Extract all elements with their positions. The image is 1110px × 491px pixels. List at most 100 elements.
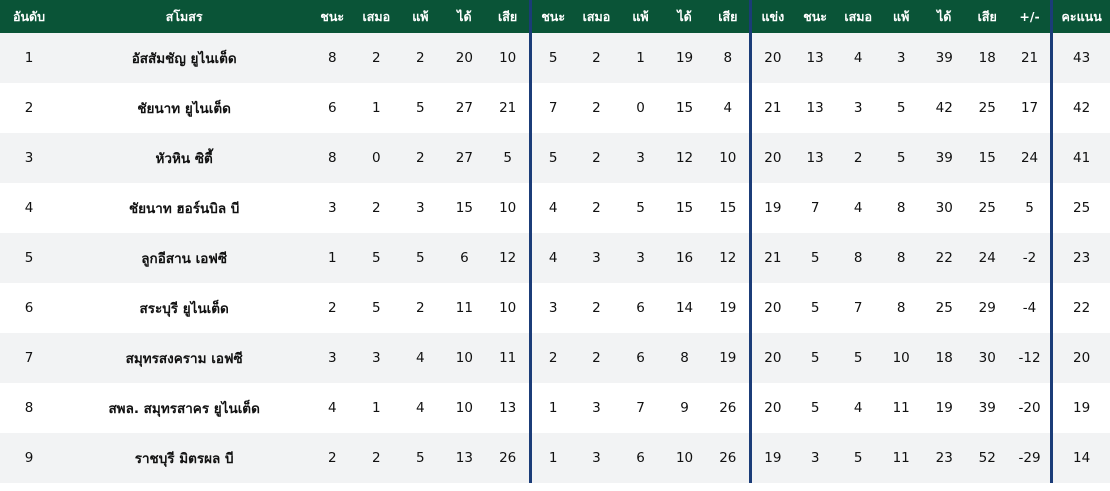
- cell-total-gd: 21: [1020, 50, 1039, 66]
- cell-rank: 1: [24, 50, 34, 66]
- table-row[interactable]: 3 หัวหิน ซิตี้ 8 0 2 27 5 5 2 3 12 10 20 13 2 5 39 15 24 41: [0, 133, 1110, 183]
- cell-home-ga: 12: [499, 250, 517, 266]
- cell-away-draw: 2: [592, 350, 601, 366]
- cell-away-win: 5: [528, 33, 575, 83]
- cell-away-draw: 3: [592, 450, 601, 466]
- cell-home-loss: 5: [416, 100, 425, 116]
- header-rank[interactable]: อันดับ: [12, 8, 46, 24]
- cell-home-ga: 13: [499, 400, 517, 416]
- cell-away-win: 7: [528, 83, 575, 133]
- cell-home-ga: 10: [499, 50, 517, 66]
- cell-home-win: 6: [327, 100, 337, 116]
- cell-away-draw: 2: [592, 300, 601, 316]
- cell-away-loss: 7: [636, 400, 645, 416]
- header-total-gd[interactable]: +/-: [1019, 9, 1040, 24]
- cell-total-draw: 4: [853, 50, 863, 66]
- cell-away-ga: 12: [719, 250, 737, 266]
- header-home-win[interactable]: ชนะ: [320, 8, 345, 24]
- cell-total-gd: -29: [1018, 450, 1041, 466]
- cell-away-win: 1: [528, 433, 575, 483]
- cell-total-loss: 5: [896, 150, 906, 166]
- table-row[interactable]: 4 ชัยนาท ฮอร์นบิล บี 3 2 3 15 10 4 2 5 15 15 19 7 4 8 30…: [0, 183, 1110, 233]
- header-away-draw[interactable]: เสมอ: [582, 8, 611, 24]
- cell-total-gd: -12: [1018, 350, 1041, 366]
- cell-total-gd: -4: [1022, 300, 1037, 316]
- cell-home-draw: 0: [372, 150, 381, 166]
- cell-away-win: 4: [528, 183, 575, 233]
- cell-total-ga: 30: [978, 350, 996, 366]
- table-row[interactable]: 7 สมุทรสงคราม เอฟซี 3 3 4 10 11 2 2 6 8 19 20 5 5 10 18 3…: [0, 333, 1110, 383]
- cell-home-win: 1: [327, 250, 337, 266]
- cell-total-draw: 5: [853, 450, 863, 466]
- header-away-loss[interactable]: แพ้: [632, 8, 649, 24]
- cell-away-ga: 19: [719, 350, 737, 366]
- cell-rank: 7: [24, 350, 34, 366]
- cell-home-ga: 10: [499, 300, 517, 316]
- header-home-gf[interactable]: ได้: [457, 8, 472, 24]
- cell-away-ga: 8: [723, 50, 733, 66]
- header-total-ga[interactable]: เสีย: [977, 8, 997, 24]
- header-club[interactable]: สโมสร: [165, 8, 203, 24]
- cell-home-draw: 5: [372, 250, 381, 266]
- cell-total-win: 5: [810, 400, 820, 416]
- cell-away-win: 3: [528, 283, 575, 333]
- table-row[interactable]: 6 สระบุรี ยูไนเต็ด 2 5 2 11 10 3 2 6 14 19 20 5 7 8 25 29…: [0, 283, 1110, 333]
- cell-away-ga: 15: [719, 200, 737, 216]
- cell-club-name: ลูกอีสาน เอฟซี: [141, 251, 228, 267]
- cell-total-gd: 17: [1020, 100, 1039, 116]
- cell-total-loss: 8: [896, 250, 906, 266]
- cell-home-loss: 4: [416, 350, 425, 366]
- header-home-loss[interactable]: แพ้: [412, 8, 429, 24]
- cell-home-ga: 26: [499, 450, 517, 466]
- header-total-draw[interactable]: เสมอ: [844, 8, 872, 24]
- header-away-ga[interactable]: เสีย: [718, 8, 738, 24]
- cell-total-ga: 25: [978, 100, 996, 116]
- cell-home-gf: 10: [455, 400, 473, 416]
- header-total-gf[interactable]: ได้: [937, 8, 952, 24]
- cell-total-gf: 42: [935, 100, 953, 116]
- header-points[interactable]: คะแนน: [1050, 0, 1110, 33]
- cell-total-loss: 5: [896, 100, 906, 116]
- cell-away-loss: 3: [636, 250, 645, 266]
- cell-club-name: สระบุรี ยูไนเต็ด: [139, 301, 229, 317]
- cell-home-loss: 4: [416, 400, 425, 416]
- table-row[interactable]: 5 ลูกอีสาน เอฟซี 1 5 5 6 12 4 3 3 16 12 21 5 8 8 22 24 -2 2…: [0, 233, 1110, 283]
- cell-total-played: 19: [749, 183, 794, 233]
- header-away-gf[interactable]: ได้: [677, 8, 692, 24]
- header-total-played[interactable]: แข่ง: [749, 0, 794, 33]
- cell-total-draw: 7: [853, 300, 863, 316]
- cell-total-gf: 19: [935, 400, 953, 416]
- header-total-win[interactable]: ชนะ: [803, 8, 827, 24]
- cell-total-gf: 30: [935, 200, 953, 216]
- cell-home-gf: 20: [455, 50, 473, 66]
- cell-total-played: 20: [749, 283, 794, 333]
- table-row[interactable]: 9 ราชบุรี มิตรผล บี 2 2 5 13 26 1 3 6 10 26 19 3 5 11 23…: [0, 433, 1110, 483]
- cell-away-win: 4: [528, 233, 575, 283]
- table-row[interactable]: 2 ชัยนาท ยูไนเต็ด 6 1 5 27 21 7 2 0 15 4 21 13 3 5 42 25 1…: [0, 83, 1110, 133]
- header-total-loss[interactable]: แพ้: [893, 8, 910, 24]
- cell-home-gf: 27: [455, 100, 473, 116]
- cell-away-win: 5: [528, 133, 575, 183]
- cell-total-ga: 25: [978, 200, 996, 216]
- header-away-win[interactable]: ชนะ: [528, 0, 575, 33]
- cell-club-name: หัวหิน ซิตี้: [155, 151, 213, 167]
- cell-home-gf: 6: [460, 250, 469, 266]
- cell-home-draw: 2: [372, 450, 381, 466]
- cell-home-win: 3: [327, 200, 337, 216]
- header-home-draw[interactable]: เสมอ: [362, 8, 391, 24]
- cell-total-ga: 52: [978, 450, 996, 466]
- cell-total-ga: 24: [978, 250, 996, 266]
- cell-home-loss: 2: [416, 150, 425, 166]
- cell-away-draw: 2: [592, 100, 601, 116]
- cell-home-win: 4: [327, 400, 337, 416]
- cell-home-win: 2: [327, 450, 337, 466]
- cell-total-draw: 8: [853, 250, 863, 266]
- header-home-ga[interactable]: เสีย: [498, 8, 518, 24]
- cell-total-gf: 39: [935, 150, 953, 166]
- cell-total-ga: 15: [978, 150, 996, 166]
- cell-total-gf: 18: [935, 350, 953, 366]
- table-body: 1 อัสสัมชัญ ยูไนเต็ด 8 2 2 20 10 5 2 1 19 8 20 13 4 3 39…: [0, 33, 1110, 483]
- header-row: อันดับ สโมสร ชนะ เสมอ แพ้ ได้ เสีย ชนะ เ…: [0, 0, 1110, 33]
- table-row[interactable]: 8 สพล. สมุทรสาคร ยูไนเต็ด 4 1 4 10 13 1 3 7 9 26 20 5…: [0, 383, 1110, 433]
- table-row[interactable]: 1 อัสสัมชัญ ยูไนเต็ด 8 2 2 20 10 5 2 1 19 8 20 13 4 3 39…: [0, 33, 1110, 83]
